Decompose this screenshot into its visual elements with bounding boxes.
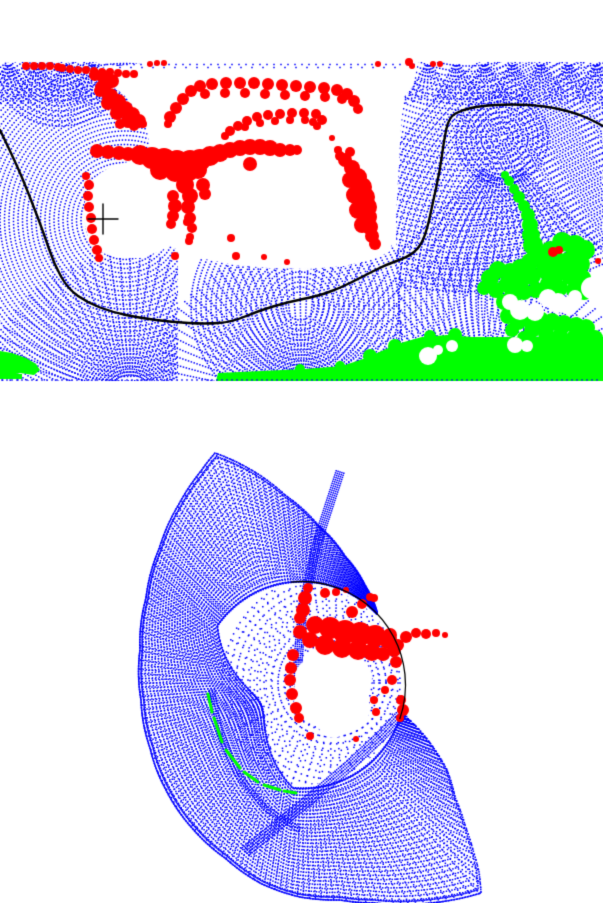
spiral-shell-panel xyxy=(130,450,490,903)
cross-marker xyxy=(88,204,118,234)
